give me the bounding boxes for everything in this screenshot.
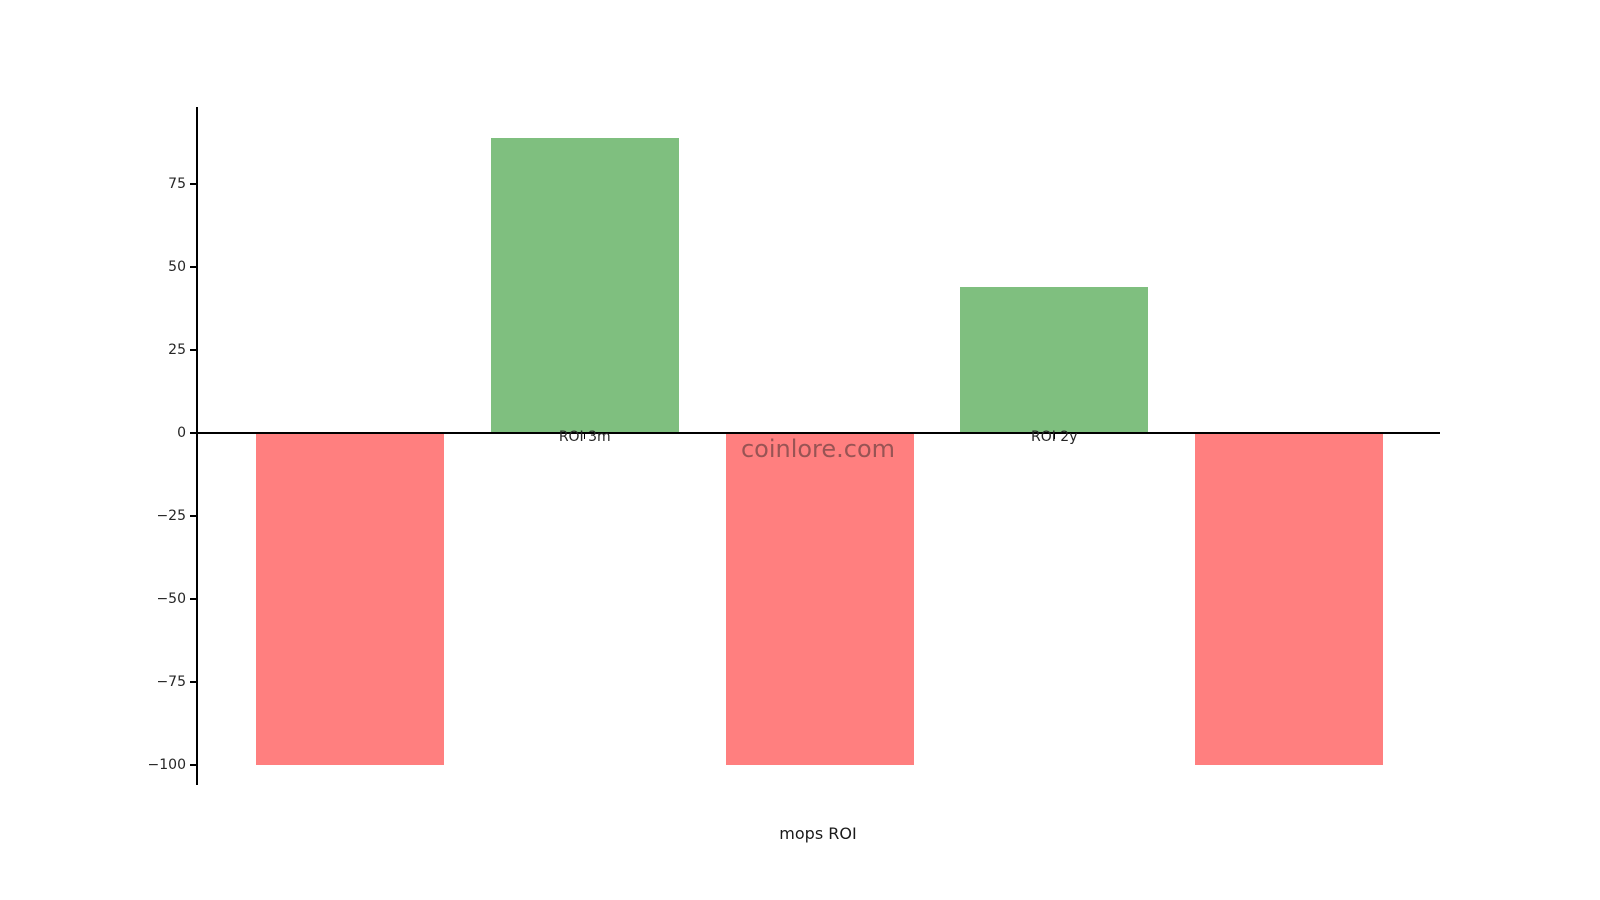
y-axis-tick [190,681,197,683]
y-axis-tick [190,183,197,185]
y-axis-tick-label: 0 [177,425,186,441]
y-axis-tick [190,764,197,766]
y-axis-tick-label: 25 [168,342,186,358]
y-axis-tick [190,349,197,351]
y-axis-tick [190,598,197,600]
bar-unlabeled-2 [725,433,914,765]
bar-unlabeled-4 [1195,433,1383,765]
y-axis-tick-label: −75 [156,674,186,690]
y-axis-tick-label: −50 [156,591,186,607]
x-axis-tick [1053,433,1055,439]
y-axis-tick-label: −100 [147,757,186,773]
y-axis-tick [190,515,197,517]
y-axis-tick-label: 75 [168,176,186,192]
y-axis-tick-label: 50 [168,259,186,275]
watermark-text: coinlore.com [740,435,896,463]
x-axis-tick [584,433,586,439]
x-axis-zero-line [196,432,1440,434]
bar-roi-3m [490,137,679,433]
chart-bottom-label: mops ROI [779,824,857,843]
y-axis-spine [196,107,198,785]
bar-roi-2y [960,286,1149,433]
bar-unlabeled-0 [256,433,444,765]
y-axis-tick [190,266,197,268]
y-axis-tick [190,432,197,434]
y-axis-tick-label: −25 [156,508,186,524]
